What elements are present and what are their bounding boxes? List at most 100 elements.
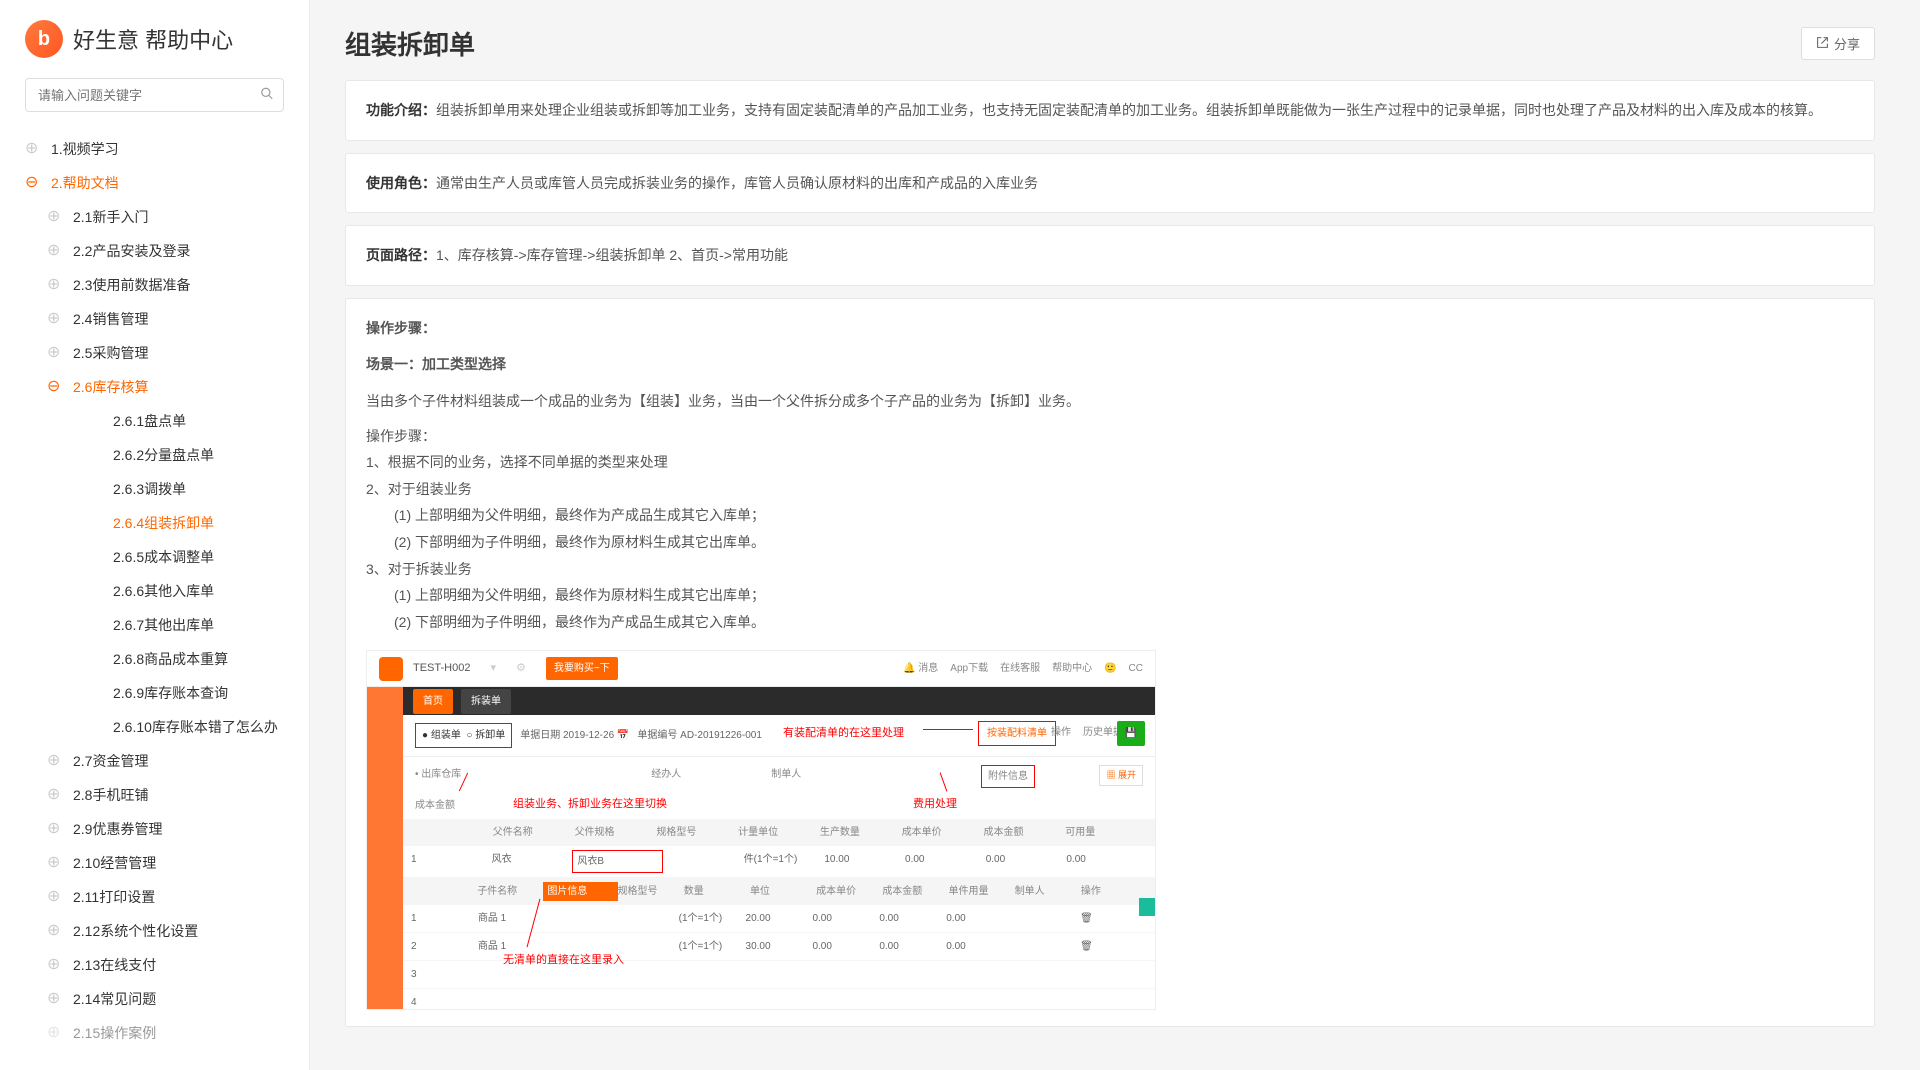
nav-leaf-3[interactable]: 2.6.3调拨单 xyxy=(47,472,284,506)
sp-top-text: TEST-H002 xyxy=(413,658,470,679)
embedded-screenshot: TEST-H002 ▾ ⚙ 我要购买~下 🔔 消息 App下载 在线客服 帮助中… xyxy=(366,650,1156,1010)
nav-leaf-5[interactable]: 2.6.5成本调整单 xyxy=(47,540,284,574)
nav-cases[interactable]: ⊕2.15操作案例 xyxy=(47,1016,284,1050)
nav-business[interactable]: ⊕2.10经营管理 xyxy=(47,846,284,880)
plus-icon: ⊕ xyxy=(47,889,65,905)
intro-text: 组装拆卸单用来处理企业组装或拆卸等加工业务，支持有固定装配清单的产品加工业务，也… xyxy=(436,102,1822,118)
nav-print[interactable]: ⊕ 2.11打印设置 xyxy=(47,880,284,914)
minus-icon: ⊖ xyxy=(47,379,65,395)
step-2-1: (1) 上部明细为父件明细，最终作为产成品生成其它入库单； xyxy=(366,502,1854,529)
nav-video-learning[interactable]: ⊕ 1.视频学习 xyxy=(25,132,284,166)
search-icon[interactable] xyxy=(260,87,274,104)
step-2-2: (2) 下部明细为子件明细，最终作为原材料生成其它出库单。 xyxy=(366,529,1854,556)
gear-icon: ⚙ xyxy=(516,658,526,679)
nav-label: 2.1新手入门 xyxy=(73,207,148,227)
sidebar: b 好生意 帮助中心 ⊕ 1.视频学习 ⊖ 2.帮助文档 ⊕ 2.1新手入门 ⊕2.2… xyxy=(0,0,310,1070)
nav-mobile-shop[interactable]: ⊕2.8手机旺铺 xyxy=(47,778,284,812)
step-1: 1、根据不同的业务，选择不同单据的类型来处理 xyxy=(366,449,1854,476)
nav-label: 2.9优惠券管理 xyxy=(73,819,162,839)
sp-top-right: 🔔 消息 App下载 在线客服 帮助中心 🙂 CC xyxy=(903,659,1143,678)
role-card: 使用角色：通常由生产人员或库管人员完成拆装业务的操作，库管人员确认原材料的出库和… xyxy=(345,153,1875,214)
nav-purchase[interactable]: ⊕2.5采购管理 xyxy=(47,336,284,370)
nav-faq[interactable]: ⊕2.14常见问题 xyxy=(47,982,284,1016)
steps-card: 操作步骤： 场景一：加工类型选择 当由多个子件材料组装成一个成品的业务为【组装】… xyxy=(345,298,1875,1028)
nav-label: 2.6库存核算 xyxy=(73,377,148,397)
sp-sidebar xyxy=(367,687,403,1009)
nav-inventory[interactable]: ⊖ 2.6库存核算 xyxy=(47,370,284,404)
plus-icon: ⊕ xyxy=(47,243,65,259)
nav-leaf-7[interactable]: 2.6.7其他出库单 xyxy=(47,608,284,642)
nav-coupon[interactable]: ⊕ 2.9优惠券管理 xyxy=(47,812,284,846)
sp-tabs: 首页 拆装单 xyxy=(403,687,1155,715)
sp-body: 首页 拆装单 ● 组装单 ○ 拆卸单 单据日期 2019-12-26 📅 单据编… xyxy=(403,687,1155,1009)
intro-label: 功能介绍： xyxy=(366,102,436,118)
table-row: 1商品 1(1个=1个)20.000.000.000.00🗑 xyxy=(403,905,1155,933)
sp-expand-icon: ▦ 展开 xyxy=(1099,765,1143,786)
nav-personalization[interactable]: ⊕2.12系统个性化设置 xyxy=(47,914,284,948)
path-label: 页面路径： xyxy=(366,247,436,263)
sp-save-button: 💾 xyxy=(1117,721,1145,746)
sp-bom-button: 按装配料清单 xyxy=(978,721,1056,746)
nav-leaf-1[interactable]: 2.6.1盘点单 xyxy=(47,404,284,438)
page-title: 组装拆卸单 xyxy=(345,25,475,62)
step-3-2: (2) 下部明细为子件明细，最终作为产成品生成其它入库单。 xyxy=(366,609,1854,636)
nav-finance[interactable]: ⊕ 2.7资金管理 xyxy=(47,744,284,778)
steps-title: 操作步骤： xyxy=(366,315,1854,342)
nav-label: 2.13在线支付 xyxy=(73,955,156,975)
sp-avatar-icon: 🙂 xyxy=(1104,659,1116,678)
nav-sales[interactable]: ⊕2.4销售管理 xyxy=(47,302,284,336)
plus-icon: ⊕ xyxy=(47,855,65,871)
main-content: 组装拆卸单 分享 功能介绍：组装拆卸单用来处理企业组装或拆卸等加工业务，支持有固… xyxy=(310,0,1910,1070)
sp-support: 在线客服 xyxy=(1000,659,1040,678)
sp-buy-button: 我要购买~下 xyxy=(546,657,618,680)
nav-install-login[interactable]: ⊕2.2产品安装及登录 xyxy=(47,234,284,268)
nav-label: 2.15操作案例 xyxy=(73,1023,156,1043)
sp-code: 单据编号 AD-20191226-001 xyxy=(637,726,762,745)
plus-icon: ⊕ xyxy=(47,821,65,837)
search-input[interactable] xyxy=(25,78,284,112)
scene1-title: 场景一：加工类型选择 xyxy=(366,351,1854,378)
nav-online-pay[interactable]: ⊕ 2.13在线支付 xyxy=(47,948,284,982)
plus-icon: ⊕ xyxy=(47,753,65,769)
scene1-desc: 当由多个子件材料组装成一个成品的业务为【组装】业务，当由一个父件拆分成多个子产品… xyxy=(366,388,1854,415)
nav-getting-started[interactable]: ⊕ 2.1新手入门 xyxy=(47,200,284,234)
sp-annotation-3: 费用处理 xyxy=(913,794,957,815)
table-header: 父件名称父件规格规格型号计量单位生产数量成本单价成本金额可用量 xyxy=(403,819,1155,846)
nav-label: 1.视频学习 xyxy=(51,139,119,159)
nav-label: 2.4销售管理 xyxy=(73,309,148,329)
plus-icon: ⊕ xyxy=(47,957,65,973)
nav-leaf-2[interactable]: 2.6.2分量盘点单 xyxy=(47,438,284,472)
nav-leaf-8[interactable]: 2.6.8商品成本重算 xyxy=(47,642,284,676)
sub-title: 操作步骤： xyxy=(366,423,1854,450)
nav-label: 2.3使用前数据准备 xyxy=(73,275,190,295)
sp-toolbar: ● 组装单 ○ 拆卸单 单据日期 2019-12-26 📅 单据编号 AD-20… xyxy=(403,715,1155,757)
step-2: 2、对于组装业务 xyxy=(366,476,1854,503)
nav-leaf-10[interactable]: 2.6.10库存账本错了怎么办 xyxy=(47,710,284,744)
minus-icon: ⊖ xyxy=(25,175,43,191)
nav-label: 2.7资金管理 xyxy=(73,751,148,771)
sp-msg: 🔔 消息 xyxy=(903,659,938,678)
nav-data-prep[interactable]: ⊕ 2.3使用前数据准备 xyxy=(47,268,284,302)
nav-leaf-6[interactable]: 2.6.6其他入库单 xyxy=(47,574,284,608)
nav-label: 2.11打印设置 xyxy=(73,887,155,907)
sp-logo-icon xyxy=(379,657,403,681)
path-text: 1、库存核算->库存管理->组装拆卸单 2、首页->常用功能 xyxy=(436,247,788,263)
nav-label: 2.帮助文档 xyxy=(51,173,119,193)
trash-icon: 🗑 xyxy=(1080,937,1147,956)
role-label: 使用角色： xyxy=(366,175,436,191)
plus-icon: ⊕ xyxy=(47,209,65,225)
step-3: 3、对于拆装业务 xyxy=(366,556,1854,583)
plus-icon: ⊕ xyxy=(47,277,65,293)
nav-help-docs[interactable]: ⊖ 2.帮助文档 xyxy=(25,166,284,200)
plus-icon: ⊕ xyxy=(25,141,43,157)
trash-icon: 🗑 xyxy=(1080,909,1147,928)
nav-leaf-9[interactable]: 2.6.9库存账本查询 xyxy=(47,676,284,710)
nav-leaf-4[interactable]: 2.6.4组装拆卸单 xyxy=(47,506,284,540)
share-button[interactable]: 分享 xyxy=(1801,27,1875,60)
logo: b 好生意 帮助中心 xyxy=(25,20,284,58)
arrow-icon xyxy=(923,729,973,730)
nav-label: 2.8手机旺铺 xyxy=(73,785,148,805)
sp-handler: 经办人 xyxy=(651,765,681,784)
table-row: 1风衣风衣B件(1个=1个)10.000.000.000.00 xyxy=(403,846,1155,878)
sp-row2: • 出库仓库 经办人 制单人 附件信息 ▦ 展开 xyxy=(403,757,1155,792)
